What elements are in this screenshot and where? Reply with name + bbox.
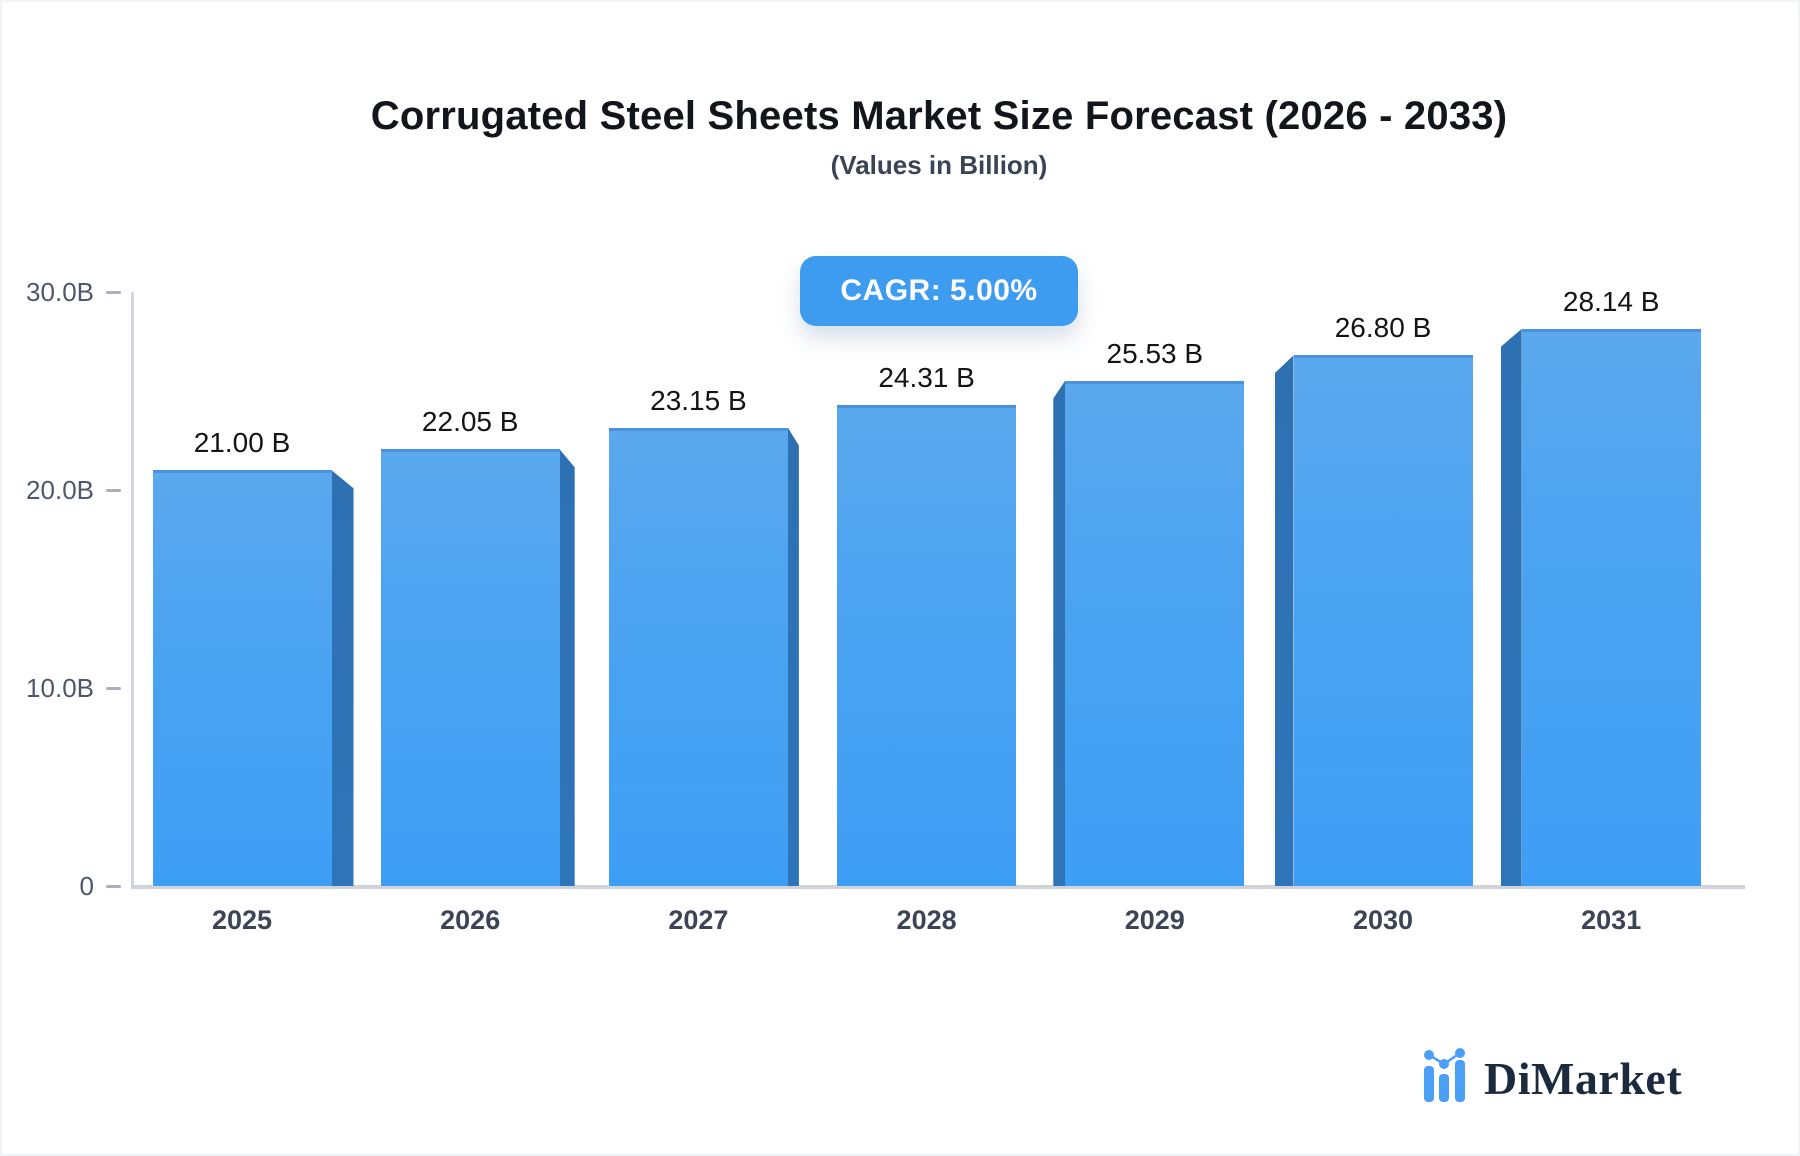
- bar-side-2030: [1274, 355, 1294, 886]
- y-axis-tick-30.0B: [106, 290, 121, 294]
- chart-title: Corrugated Steel Sheets Market Size Fore…: [370, 94, 1508, 138]
- x-axis-label-2028: 2028: [896, 905, 957, 935]
- bar-2031[interactable]: [1521, 328, 1701, 886]
- y-axis-tick-20.0B: [106, 488, 121, 492]
- bar-side-2031: [1500, 328, 1522, 886]
- bar-2030[interactable]: [1293, 355, 1473, 886]
- bar-side-2027: [787, 427, 799, 886]
- bar-value-label-2028: 24.31 B: [878, 361, 975, 393]
- dimarket-logo: DiMarket: [1422, 1038, 1682, 1102]
- x-axis-label-2027: 2027: [668, 905, 729, 935]
- bar-value-label-2026: 22.05 B: [421, 406, 519, 438]
- chart-subtitle: (Values in Billion): [830, 150, 1048, 180]
- bar-value-label-2031: 28.14 B: [1562, 285, 1660, 317]
- y-axis-label-0: 0: [79, 871, 94, 901]
- bar-2026[interactable]: [380, 449, 560, 886]
- bar-value-label-2029: 25.53 B: [1106, 337, 1204, 369]
- y-axis-tick-0: [106, 884, 121, 888]
- y-axis-label-10.0B: 10.0B: [26, 673, 94, 703]
- bar-value-label-2027: 23.15 B: [650, 384, 747, 416]
- bar-2025[interactable]: [152, 470, 332, 886]
- x-axis-label-2025: 2025: [211, 905, 273, 935]
- y-axis-label-30.0B: 30.0B: [26, 277, 94, 307]
- x-axis-label-2026: 2026: [440, 905, 501, 935]
- x-axis-label-2031: 2031: [1581, 905, 1642, 935]
- logo-text: DiMarket: [1484, 1053, 1683, 1104]
- logo-bars-icon: [1424, 1048, 1465, 1102]
- bar-2028[interactable]: [837, 404, 1017, 886]
- bar-value-label-2030: 26.80 B: [1334, 312, 1432, 344]
- x-axis-line: [131, 885, 1745, 889]
- bar-value-label-2025: 21.00 B: [193, 427, 291, 459]
- bar-2029[interactable]: [1065, 380, 1245, 886]
- cagr-badge: CAGR: 5.00%: [800, 256, 1078, 326]
- bar-side-2025: [331, 470, 354, 886]
- bar-2027[interactable]: [608, 427, 788, 886]
- x-axis-label-2030: 2030: [1352, 905, 1414, 935]
- x-axis-label-2029: 2029: [1124, 905, 1185, 935]
- y-axis-tick-10.0B: [106, 686, 121, 690]
- y-axis-line: [131, 292, 134, 887]
- bar-side-2029: [1053, 380, 1066, 886]
- bar-side-2026: [559, 449, 575, 886]
- y-axis-label-20.0B: 20.0B: [26, 475, 94, 505]
